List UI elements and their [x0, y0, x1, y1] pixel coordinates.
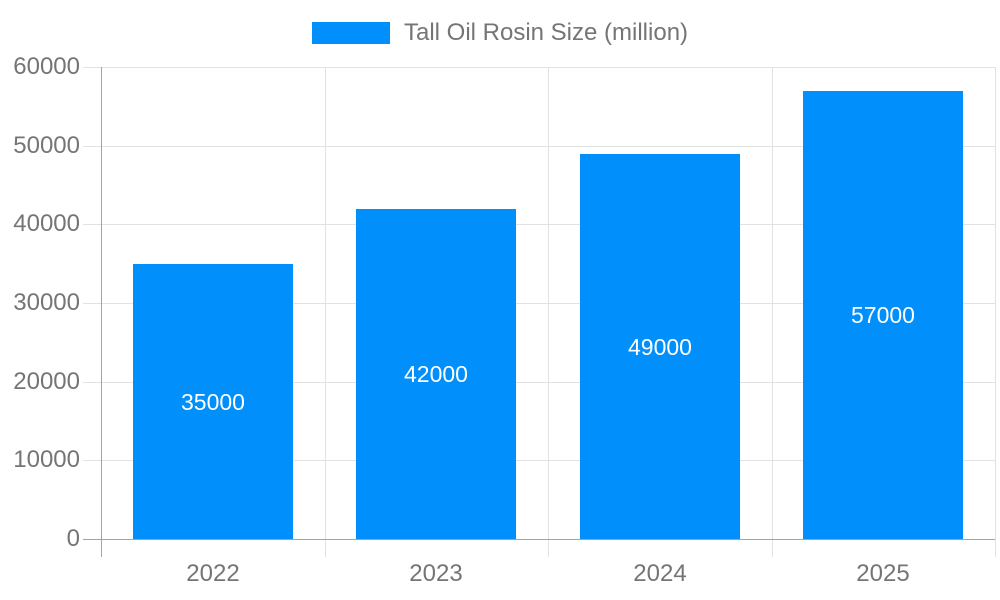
legend-swatch — [311, 22, 390, 44]
y-tick — [83, 303, 101, 304]
x-gridline — [548, 67, 549, 539]
y-axis-label: 30000 — [13, 289, 80, 316]
y-axis-label: 20000 — [13, 368, 80, 395]
x-gridline — [772, 67, 773, 539]
y-axis-label: 50000 — [13, 132, 80, 159]
y-axis-label: 40000 — [13, 210, 80, 237]
y-axis-label: 10000 — [13, 446, 80, 473]
x-axis-label: 2025 — [856, 560, 910, 587]
y-axis-label: 60000 — [13, 53, 80, 80]
x-axis-label: 2023 — [409, 560, 463, 587]
x-axis-label: 2022 — [186, 560, 240, 587]
bar-2022[interactable]: 35000 — [133, 264, 293, 539]
y-tick — [83, 67, 101, 68]
legend-label: Tall Oil Rosin Size (million) — [403, 19, 689, 46]
x-tick — [548, 539, 549, 557]
y-tick — [83, 382, 101, 383]
x-tick — [995, 539, 996, 557]
bar-value-label: 49000 — [628, 334, 692, 360]
x-tick — [325, 539, 326, 557]
bar-2023[interactable]: 42000 — [356, 209, 516, 539]
x-tick — [772, 539, 773, 557]
y-tick — [83, 460, 101, 461]
bar-value-label: 42000 — [404, 361, 468, 387]
x-axis-line — [83, 539, 995, 540]
x-gridline — [995, 67, 996, 539]
x-axis-label: 2024 — [633, 560, 687, 587]
bar-2025[interactable]: 57000 — [803, 91, 963, 539]
y-tick — [83, 146, 101, 147]
y-axis-line — [101, 67, 102, 557]
bar-value-label: 57000 — [851, 302, 915, 328]
legend[interactable]: Tall Oil Rosin Size (million) — [0, 18, 1000, 48]
bar-2024[interactable]: 49000 — [580, 154, 740, 539]
bar-value-label: 35000 — [181, 389, 245, 415]
y-tick — [83, 224, 101, 225]
x-gridline — [325, 67, 326, 539]
y-axis-label: 0 — [66, 525, 80, 552]
